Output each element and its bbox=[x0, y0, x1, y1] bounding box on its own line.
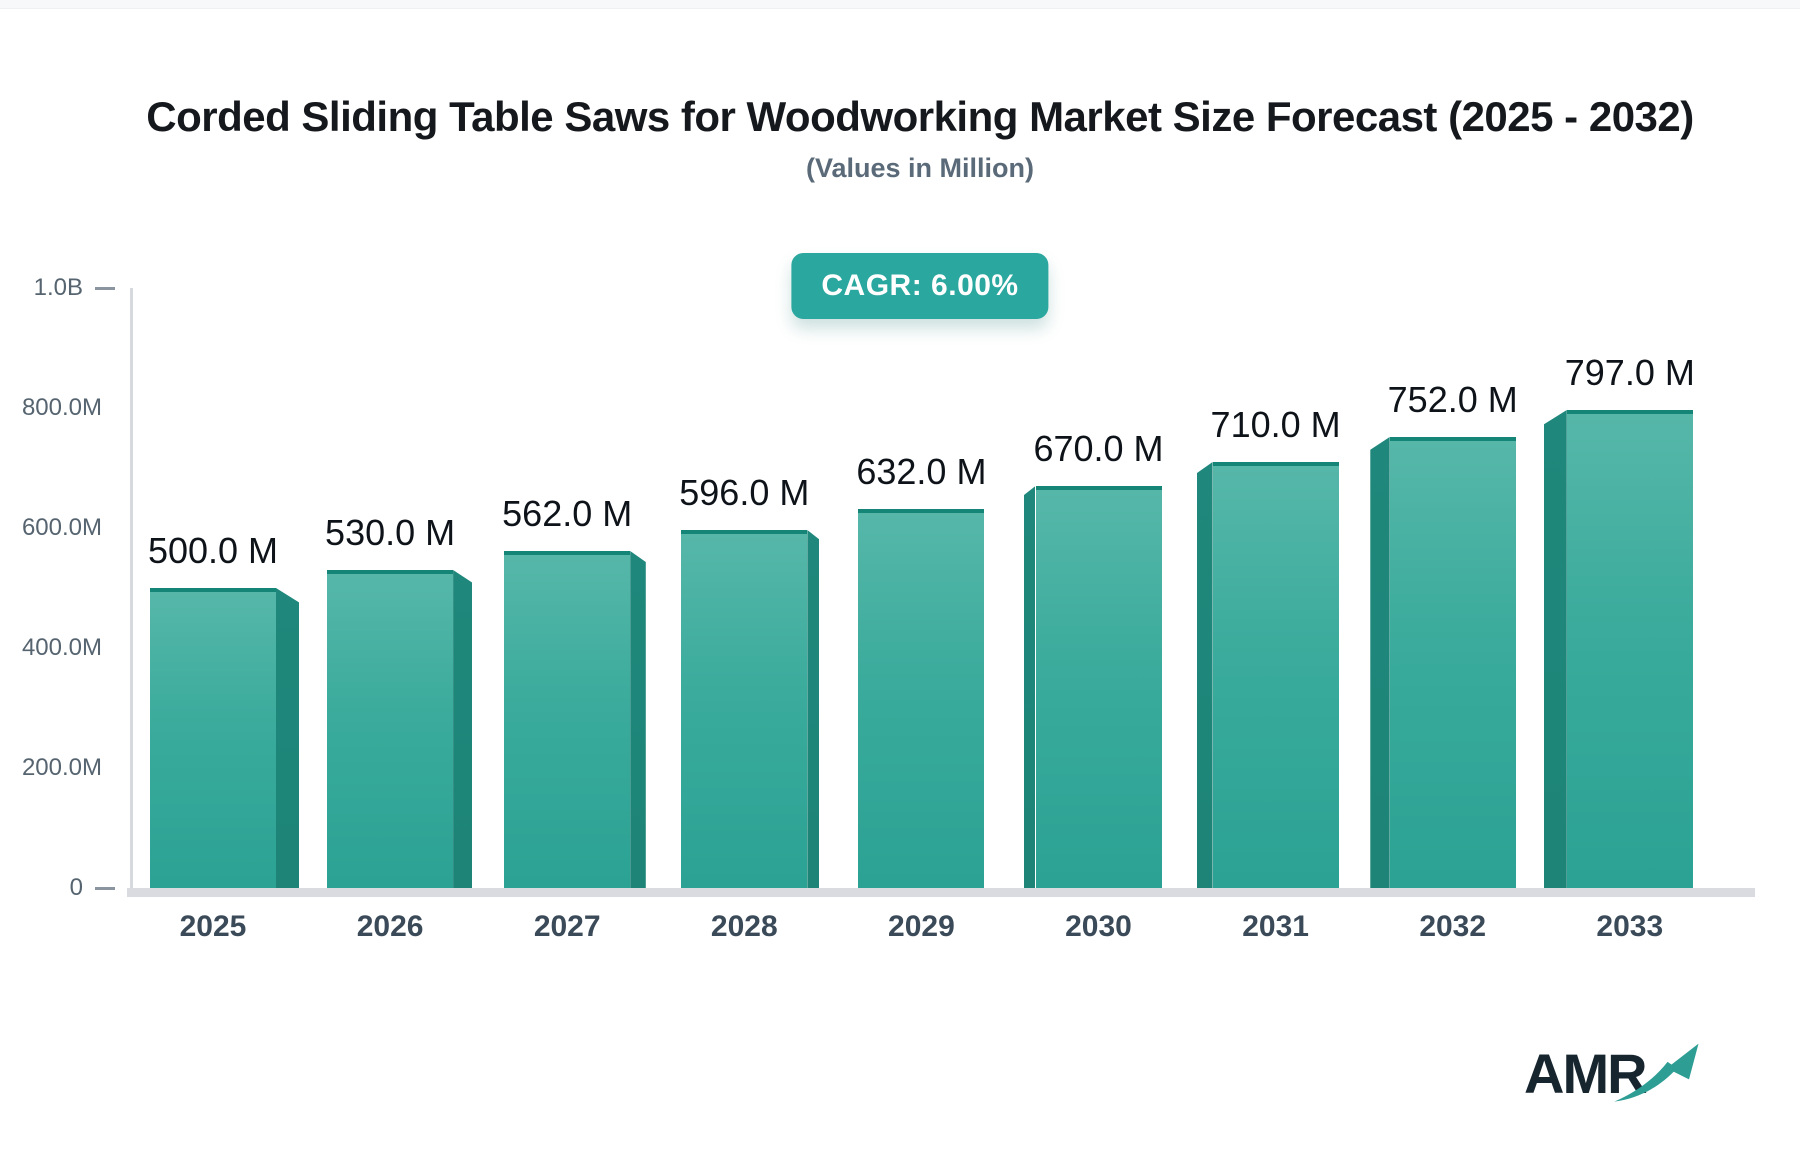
bar-value-label: 596.0 M bbox=[679, 472, 810, 513]
growth-arrow-icon bbox=[1614, 1043, 1699, 1102]
y-axis-tick-label: 800.0M bbox=[21, 394, 102, 421]
bar-face bbox=[1035, 486, 1162, 888]
y-axis-tick-dash bbox=[95, 887, 115, 890]
cagr-badge: CAGR: 6.00% bbox=[791, 253, 1049, 319]
bar-value-label: 632.0 M bbox=[856, 451, 987, 492]
x-axis-label: 2027 bbox=[533, 910, 601, 943]
x-axis-label: 2025 bbox=[179, 910, 247, 943]
bar-value-label: 562.0 M bbox=[502, 493, 633, 534]
y-axis-tick-label: 400.0M bbox=[21, 634, 102, 661]
bar-value-label: 710.0 M bbox=[1210, 404, 1341, 445]
bar-side-face bbox=[276, 588, 300, 888]
x-axis-label: 2030 bbox=[1065, 910, 1132, 943]
bar-face bbox=[1566, 410, 1693, 888]
y-axis-tick-label: 200.0M bbox=[21, 754, 102, 781]
chart-title: Corded Sliding Table Saws for Woodworkin… bbox=[146, 93, 1694, 140]
bar-value-label: 670.0 M bbox=[1033, 428, 1164, 469]
bar-face bbox=[150, 588, 276, 888]
x-axis-label: 2033 bbox=[1596, 910, 1664, 943]
amr-logo: AMR bbox=[1524, 1034, 1754, 1120]
bar-value-label: 530.0 M bbox=[325, 512, 456, 553]
bar-side-face bbox=[1023, 486, 1036, 888]
bar-side-face bbox=[1370, 437, 1390, 888]
x-axis-label: 2031 bbox=[1242, 910, 1309, 943]
y-axis-tick-label: 1.0B bbox=[33, 274, 83, 301]
y-axis-tick-dash bbox=[95, 287, 115, 290]
x-axis-label: 2032 bbox=[1419, 910, 1487, 943]
bar-face bbox=[858, 509, 985, 888]
bar-side-face bbox=[1543, 410, 1567, 888]
bar-side-face bbox=[630, 551, 646, 888]
y-axis-tick-label: 0 bbox=[69, 874, 83, 901]
bar-face bbox=[327, 570, 454, 888]
bar-face bbox=[1389, 437, 1516, 888]
top-strip bbox=[0, 0, 1800, 9]
bar-side-face bbox=[807, 530, 820, 888]
bar-value-label: 797.0 M bbox=[1564, 352, 1695, 393]
x-axis-label: 2028 bbox=[710, 910, 778, 943]
y-axis-line bbox=[130, 288, 133, 891]
bar-value-label: 752.0 M bbox=[1387, 379, 1518, 420]
x-axis-label: 2026 bbox=[356, 910, 424, 943]
plot-area: 0 200.0M 400.0M 600.0M 800.0M 1.0B 500.0 M 530… bbox=[22, 275, 1755, 943]
y-axis-tick-label: 600.0M bbox=[21, 514, 102, 541]
bar-side-face bbox=[1197, 462, 1213, 888]
x-axis-baseline bbox=[127, 888, 1755, 897]
bar-face bbox=[1212, 462, 1339, 888]
bar-side-face bbox=[453, 570, 473, 888]
x-axis-label: 2029 bbox=[888, 910, 955, 943]
bar-face bbox=[681, 530, 808, 888]
chart-header: Corded Sliding Table Saws for Woodworkin… bbox=[40, 92, 1800, 184]
amr-logo-text: AMR bbox=[1524, 1042, 1648, 1105]
chart-subtitle: (Values in Million) bbox=[805, 153, 1035, 183]
bar-face bbox=[504, 551, 631, 888]
bar-value-label: 500.0 M bbox=[147, 530, 279, 571]
